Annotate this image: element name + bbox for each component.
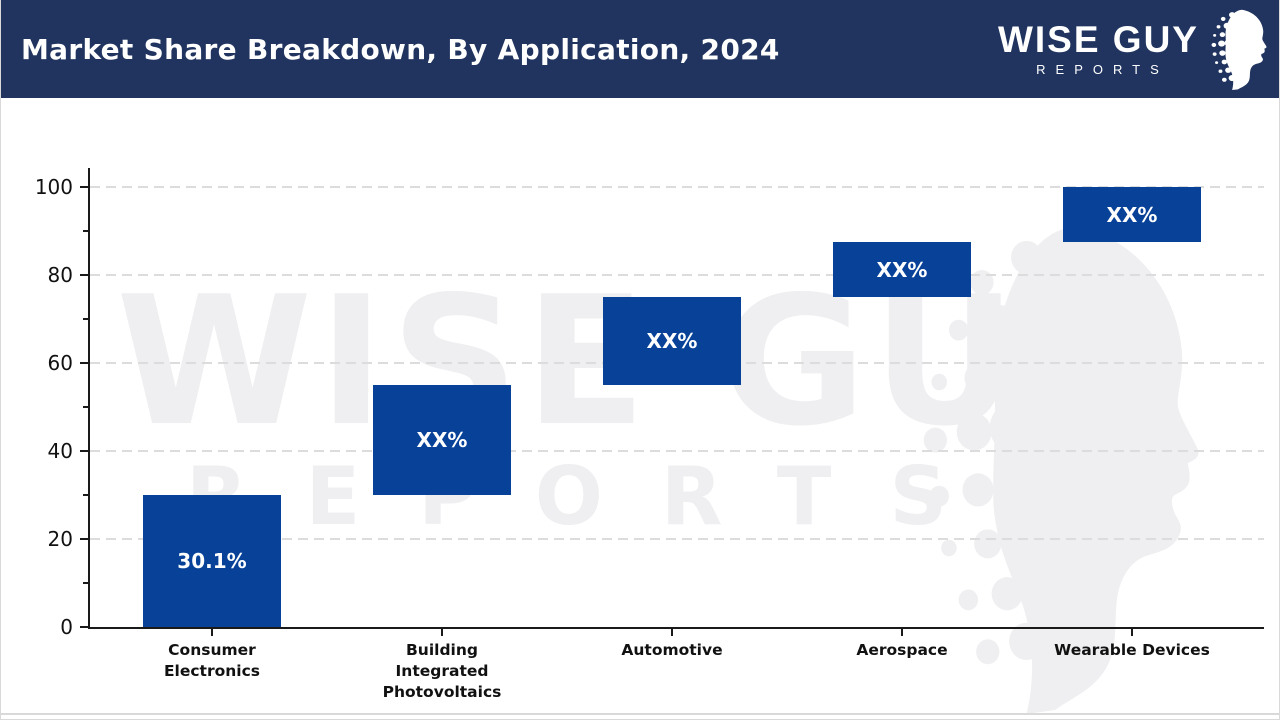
- gridline: [90, 450, 1264, 452]
- y-axis-tick: [80, 626, 88, 628]
- gridline: [90, 186, 1264, 188]
- y-axis-minor-tick: [83, 494, 88, 496]
- y-axis-tick-label: 40: [47, 439, 73, 463]
- x-axis-category-label: Aerospace: [856, 641, 948, 659]
- y-axis-tick-label: 20: [47, 527, 73, 551]
- y-axis-tick: [80, 538, 88, 540]
- y-axis-tick-label: 100: [34, 175, 73, 199]
- brand-logo: WISE GUY REPORTS: [998, 8, 1269, 90]
- bar: 30.1%: [143, 494, 281, 627]
- x-axis-category-label: Building Integrated Photovoltaics: [382, 641, 502, 701]
- page-title: Market Share Breakdown, By Application, …: [21, 32, 780, 66]
- gridline: [90, 538, 1264, 540]
- x-axis-tick: [441, 629, 443, 636]
- watermark-face-icon: [923, 226, 1199, 714]
- wise-guy-face-icon: [1211, 9, 1267, 90]
- x-axis-category-label: Consumer Electronics: [163, 641, 261, 680]
- y-axis-tick: [80, 186, 88, 188]
- x-axis-tick: [1131, 629, 1133, 636]
- bar-value-label: XX%: [646, 329, 698, 353]
- y-axis-tick: [80, 362, 88, 364]
- y-axis-minor-tick: [83, 406, 88, 408]
- brand-name: WISE GUY: [997, 18, 1199, 60]
- bar-value-label: 30.1%: [177, 548, 247, 573]
- bar: XX%: [603, 297, 741, 385]
- gridline: [90, 274, 1264, 276]
- x-axis-tick: [671, 629, 673, 636]
- x-axis-category-label: Automotive: [621, 641, 723, 659]
- brand-logo-text: WISE GUY REPORTS: [997, 18, 1199, 78]
- y-axis-tick: [80, 274, 88, 276]
- y-axis-line: [88, 168, 90, 629]
- x-axis-tick: [901, 629, 903, 636]
- chart-canvas: WISE GUY REPORTS 02040608010030.1%Consum…: [1, 98, 1279, 719]
- bar: XX%: [833, 242, 971, 297]
- header-bar: Market Share Breakdown, By Application, …: [1, 0, 1279, 98]
- bar-value-label: XX%: [876, 257, 928, 282]
- y-axis-tick-label: 0: [60, 615, 73, 639]
- bar-value-label: XX%: [1106, 202, 1158, 227]
- x-axis-line: [88, 627, 1264, 629]
- footer-divider: [1, 713, 1279, 715]
- brand-subtitle: REPORTS: [1036, 62, 1169, 78]
- y-axis-minor-tick: [83, 318, 88, 320]
- bar: XX%: [373, 385, 511, 495]
- y-axis-minor-tick: [83, 582, 88, 584]
- y-axis-tick: [80, 450, 88, 452]
- y-axis-tick-label: 80: [47, 263, 73, 287]
- watermark-brand-subtitle: REPORTS: [186, 450, 1006, 543]
- x-axis-category-label: Wearable Devices: [1054, 641, 1210, 659]
- y-axis-tick-label: 60: [47, 351, 73, 375]
- y-axis-minor-tick: [83, 230, 88, 232]
- x-axis-tick: [211, 629, 213, 636]
- bar-value-label: XX%: [416, 427, 468, 452]
- bar: XX%: [1063, 187, 1201, 242]
